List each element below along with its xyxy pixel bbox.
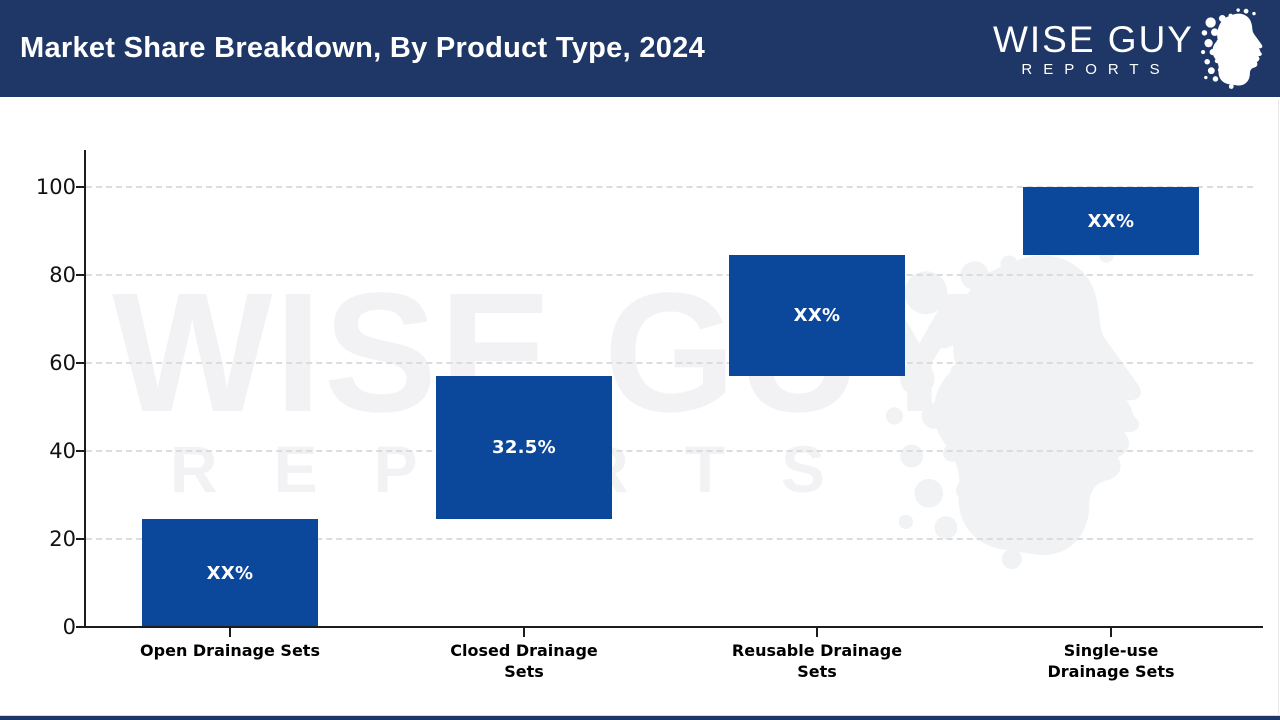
y-tick-mark: [76, 186, 85, 188]
footer-bar: [0, 716, 1280, 720]
y-tick-label: 60: [49, 351, 76, 375]
logo-text: WISE GUY REPORTS: [993, 21, 1194, 77]
y-tick-label: 40: [49, 439, 76, 463]
bar: XX%: [1023, 187, 1199, 256]
bar-label: 32.5%: [492, 437, 556, 459]
x-axis-line: [84, 626, 1263, 628]
y-tick-label: 80: [49, 263, 76, 287]
gridline-40: [86, 450, 1253, 452]
x-tick-mark: [816, 628, 818, 637]
bar: 32.5%: [436, 376, 612, 520]
bar: XX%: [729, 255, 905, 377]
y-tick-mark: [76, 274, 85, 276]
figure-right-edge: [1278, 100, 1279, 714]
gridline-100: [86, 186, 1253, 188]
footer-hairline: [0, 715, 1280, 716]
gridline-60: [86, 362, 1253, 364]
logo-wordmark: WISE GUY: [992, 18, 1194, 60]
logo-subtitle: REPORTS: [1021, 60, 1171, 78]
x-category-label: Reusable Drainage Sets: [731, 641, 903, 681]
y-tick-label: 20: [49, 527, 76, 551]
bar-label: XX%: [1087, 210, 1135, 232]
y-tick-mark: [76, 362, 85, 364]
page-title: Market Share Breakdown, By Product Type,…: [20, 32, 706, 64]
y-tick-mark: [76, 626, 85, 628]
watermark-head-icon: [868, 224, 1170, 582]
wiseguy-head-icon: [1196, 6, 1270, 92]
y-tick-mark: [76, 538, 85, 540]
x-tick-mark: [1110, 628, 1112, 637]
bar-label: XX%: [206, 562, 254, 584]
bar: XX%: [142, 519, 318, 627]
y-tick-label: 100: [35, 175, 76, 199]
x-category-label: Single-use Drainage Sets: [1047, 641, 1175, 681]
x-tick-mark: [523, 628, 525, 637]
bar-label: XX%: [793, 305, 841, 327]
y-axis-line: [84, 150, 86, 628]
y-tick-mark: [76, 450, 85, 452]
header-bar: Market Share Breakdown, By Product Type,…: [0, 0, 1280, 97]
x-category-label: Open Drainage Sets: [140, 641, 320, 660]
x-category-label: Closed Drainage Sets: [450, 641, 598, 681]
gridline-20: [86, 538, 1253, 540]
gridline-80: [86, 274, 1253, 276]
y-tick-label: 0: [62, 615, 76, 639]
wiseguy-logo: WISE GUY REPORTS: [993, 0, 1270, 97]
x-tick-mark: [229, 628, 231, 637]
